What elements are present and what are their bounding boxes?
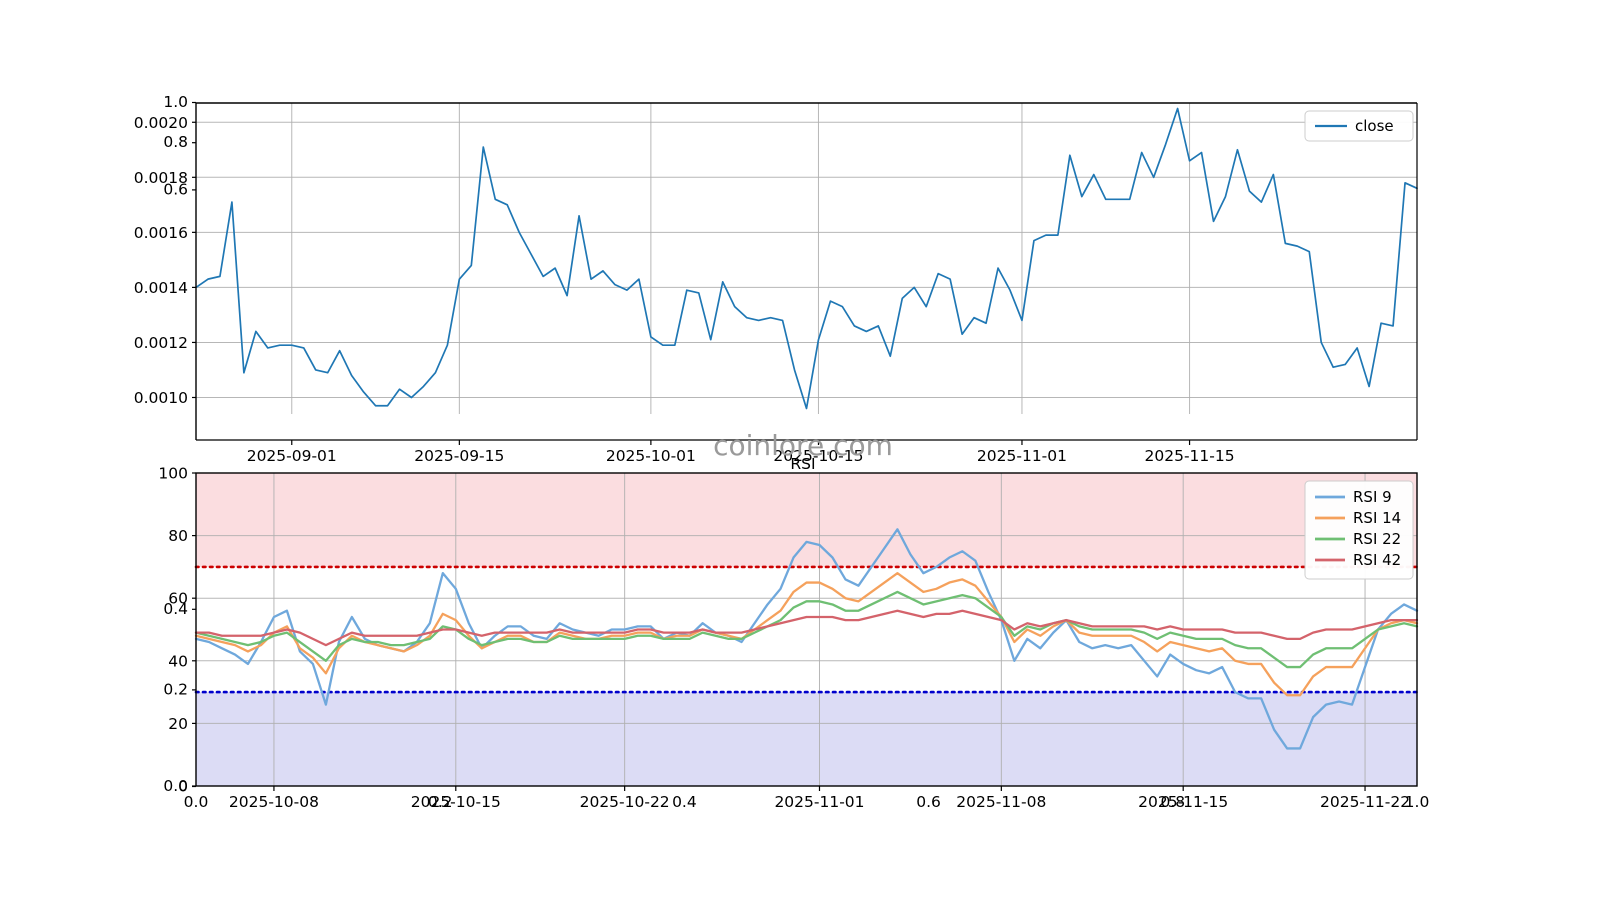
rsi-legend-label-rsi-22: RSI 22 (1353, 530, 1401, 548)
rsi-series-rsi-42 (194, 609, 1419, 647)
rsi-ytick-label-3: 60 (168, 590, 188, 608)
price-ytick-norm-label-1: 0.8 (163, 133, 188, 151)
rsi-legend-label-rsi-42: RSI 42 (1353, 551, 1401, 569)
price-ytick-label-4: 0.0018 (134, 169, 188, 187)
rsi-legend-box (1304, 480, 1414, 580)
price-xtick-label-3: 2025-10-15 (773, 447, 863, 465)
rsi-xtick-norm-label-4: 0.8 (1160, 793, 1185, 811)
rsi-xtick-label-2: 2025-10-22 (580, 793, 670, 811)
price-xtick-label-5: 2025-11-15 (1145, 447, 1235, 465)
rsi-xtick-label-4: 2025-11-08 (956, 793, 1046, 811)
price-legend-label-close: close (1355, 117, 1394, 135)
price-ytick-label-3: 0.0016 (134, 224, 188, 242)
rsi-series-rsi-22 (194, 590, 1419, 669)
rsi-xtick-norm-label-1: 0.2 (428, 793, 453, 811)
price-ytick-norm-label-0: 0.6 (163, 180, 188, 198)
rsi-xtick-norm-label-0: 0.0 (184, 793, 209, 811)
price-legend-box (1304, 110, 1414, 142)
rsi-legend-label-rsi-9: RSI 9 (1353, 488, 1392, 506)
rsi-ytick-label-4: 80 (168, 527, 188, 545)
rsi-axis-frame (195, 472, 1418, 787)
rsi-ytick-norm-label-0: 0.0 (163, 777, 188, 795)
price-xtick-label-1: 2025-09-15 (414, 447, 504, 465)
price-ytick-label-2: 0.0014 (134, 279, 188, 297)
rsi-panel: 0 20 40 60 80 100 0.0 0.2 0.4 2025-10-08 2025-10-1… (158, 465, 1429, 812)
rsi-band-oversold (196, 692, 1417, 786)
rsi-ytick-norm-label-1: 0.2 (163, 680, 188, 698)
price-series-close (195, 107, 1418, 410)
price-ytick-norm-label-2: 1.0 (163, 93, 188, 111)
price-ytick-label-5: 0.0020 (134, 114, 188, 132)
rsi-xtick-label-6: 2025-11-22 (1320, 793, 1410, 811)
rsi-panel-title: RSI (790, 455, 815, 473)
price-ytick-label-0: 0.0010 (134, 389, 188, 407)
rsi-band-overbought (196, 473, 1417, 567)
rsi-xtick-label-0: 2025-10-08 (229, 793, 319, 811)
rsi-ytick-label-5: 100 (158, 465, 188, 483)
rsi-legend-label-rsi-14: RSI 14 (1353, 509, 1401, 527)
rsi-xtick-label-5: 2025-11-15 (1138, 793, 1228, 811)
rsi-ytick-label-1: 20 (168, 715, 188, 733)
rsi-ytick-label-0: 0 (178, 778, 188, 796)
price-plot-background (196, 103, 1417, 414)
price-xtick-label-4: 2025-11-01 (977, 447, 1067, 465)
price-xtick-label-0: 2025-09-01 (247, 447, 337, 465)
rsi-xtick-label-3: 2025-11-01 (774, 793, 864, 811)
rsi-ytick-norm-label-2: 0.4 (163, 600, 188, 618)
rsi-xtick-norm-label-5: 1.0 (1405, 793, 1430, 811)
price-xtick-label-2: 2025-10-01 (606, 447, 696, 465)
rsi-series-rsi-14 (194, 572, 1419, 697)
rsi-xtick-norm-label-2: 0.4 (672, 793, 697, 811)
rsi-xtick-norm-label-3: 0.6 (916, 793, 941, 811)
price-panel: 0.0010 0.0012 0.0014 0.0016 0.0018 0.0020 0.6 0… (134, 93, 1418, 465)
price-ytick-label-1: 0.0012 (134, 334, 188, 352)
price-legend: close (1304, 110, 1414, 142)
watermark-text: coinlore.com (713, 429, 893, 462)
rsi-xtick-label-1: 2025-10-15 (411, 793, 501, 811)
rsi-legend: RSI 9 RSI 14 RSI 22 RSI 42 (1304, 480, 1414, 580)
rsi-ytick-label-2: 40 (168, 652, 188, 670)
